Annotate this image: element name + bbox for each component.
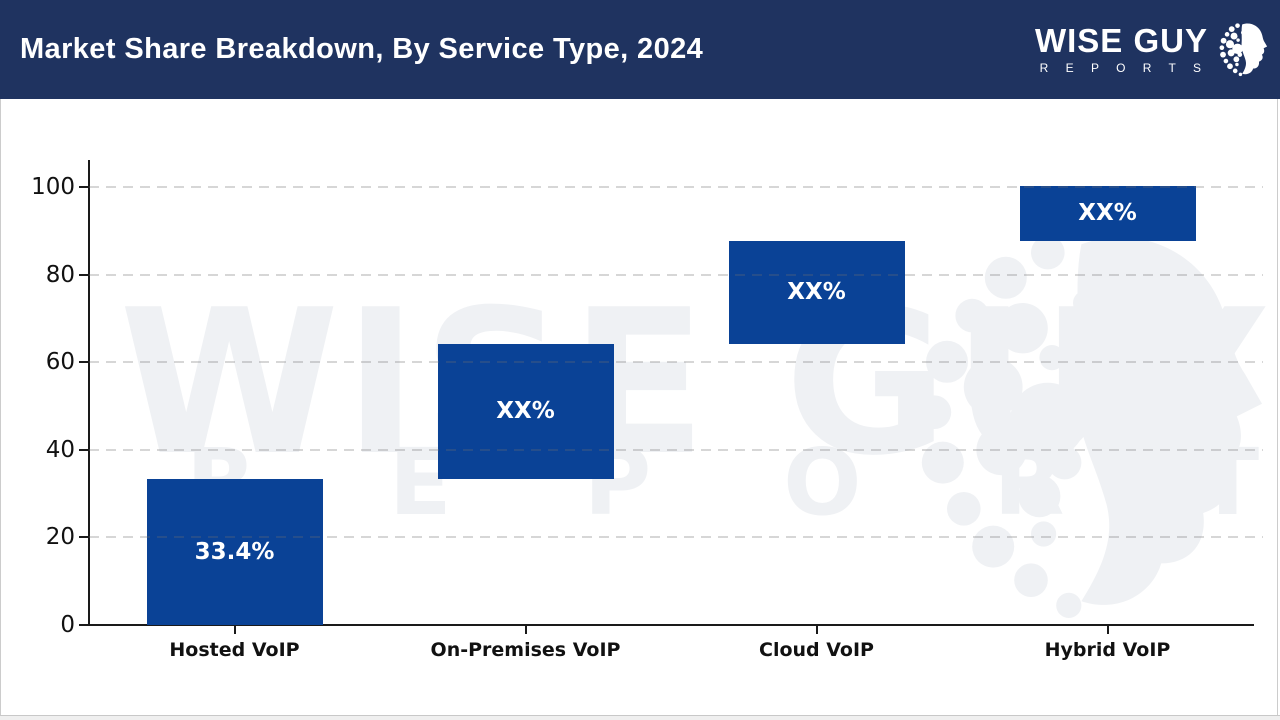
bar-value-label: XX%	[787, 279, 846, 306]
x-tick-mark	[233, 626, 236, 634]
bar-value-label: XX%	[1078, 200, 1137, 227]
bar-hosted-voip	[146, 478, 323, 625]
x-axis-line	[88, 624, 1254, 626]
y-tick-label: 60	[45, 349, 75, 376]
x-axis-label: Hybrid VoIP	[1044, 639, 1171, 661]
x-axis-label: Hosted VoIP	[169, 639, 300, 661]
y-tick-mark	[79, 273, 88, 276]
watermark-face-icon	[917, 235, 1262, 618]
y-tick-label: 20	[45, 524, 75, 551]
gridline-y-40	[89, 448, 1263, 451]
x-tick-mark	[524, 626, 527, 634]
y-tick-label: 40	[45, 436, 75, 463]
y-tick-mark	[79, 186, 88, 188]
y-tick-label: 100	[31, 174, 75, 200]
page-title: Market Share Breakdown, By Service Type,…	[20, 33, 704, 65]
brand-logo-text: WISE GUY R E P O R T S	[1035, 24, 1208, 75]
y-tick-mark	[79, 624, 88, 626]
bar-value-label: XX%	[496, 398, 555, 425]
bar-on-premises-voip	[437, 343, 614, 479]
x-axis-label: Cloud VoIP	[759, 639, 874, 661]
gridline-y-80	[89, 273, 1263, 276]
x-tick-mark	[1106, 626, 1109, 634]
gridline-y-100	[89, 186, 1263, 188]
y-tick-mark	[79, 536, 88, 539]
brand-face-icon	[1219, 22, 1268, 76]
bar-hybrid-voip	[1019, 186, 1196, 241]
header-bar: Market Share Breakdown, By Service Type,…	[0, 0, 1280, 99]
bottom-border	[0, 715, 1280, 720]
brand-logo: WISE GUY R E P O R T S	[1035, 11, 1270, 89]
brand-subtitle: R E P O R T S	[1039, 61, 1208, 75]
bar-cloud-voip	[728, 240, 905, 344]
bar-value-label: 33.4%	[194, 538, 275, 565]
y-tick-mark	[79, 361, 88, 364]
gridline-y-60	[89, 361, 1263, 364]
y-tick-label: 80	[45, 261, 75, 288]
x-tick-mark	[815, 626, 818, 634]
gridline-y-20	[89, 536, 1263, 539]
y-tick-label: 0	[60, 612, 75, 638]
y-axis-line	[88, 160, 90, 626]
brand-name: WISE GUY	[1034, 22, 1208, 59]
y-tick-mark	[79, 448, 88, 451]
x-axis-label: On-Premises VoIP	[430, 639, 621, 661]
